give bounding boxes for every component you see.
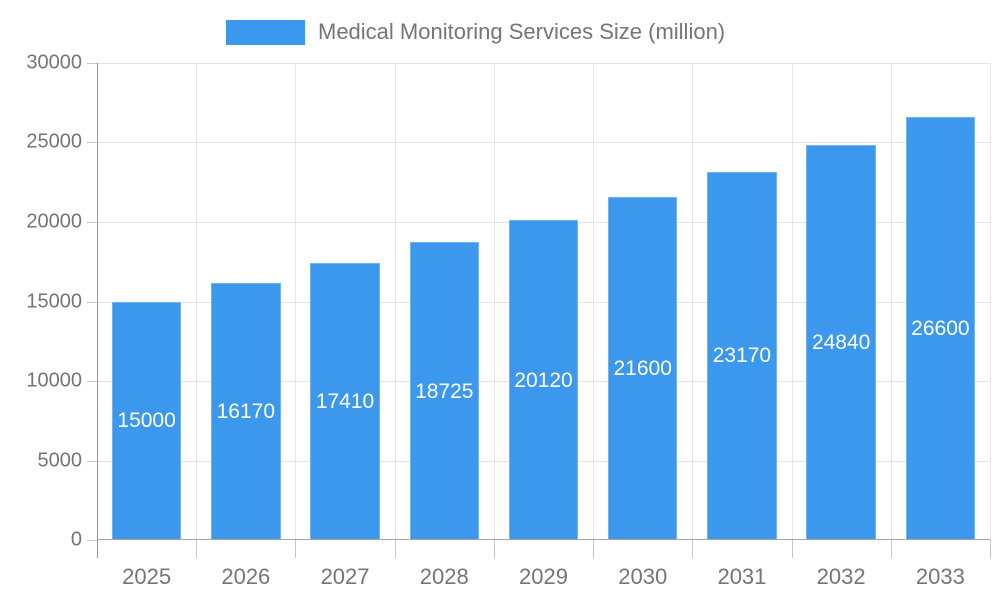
y-axis-tick — [87, 301, 97, 303]
x-axis-category-label: 2031 — [717, 564, 767, 589]
bar-2025[interactable]: 15000 — [111, 301, 182, 540]
bar-2028[interactable]: 18725 — [409, 242, 479, 540]
x-axis-tick — [493, 540, 495, 558]
legend-item[interactable]: Medical Monitoring Services Size (millio… — [226, 19, 725, 45]
bar-value-label: 15000 — [117, 409, 176, 433]
y-axis-tick-label: 15000 — [26, 290, 82, 312]
bar-2026[interactable]: 16170 — [211, 282, 281, 540]
gridline-vertical — [295, 63, 297, 540]
y-axis-tick — [87, 142, 97, 144]
y-axis-tick-label: 0 — [70, 528, 82, 551]
y-axis-tick — [87, 460, 97, 462]
bar-value-label: 26600 — [911, 317, 970, 341]
bar-value-label: 20120 — [514, 368, 573, 392]
gridline-vertical — [593, 63, 595, 540]
x-axis-tick — [990, 540, 991, 558]
x-axis-category-label: 2027 — [320, 564, 370, 589]
gridline-vertical — [394, 63, 396, 540]
gridline-vertical — [692, 63, 694, 540]
bar-2033[interactable]: 26600 — [905, 117, 976, 540]
y-axis-tick-label: 5000 — [37, 449, 83, 471]
plot-area: 0 5000 10000 15000 20000 25000 30000 15000 2025 1… — [26, 52, 991, 589]
bar-2032[interactable]: 24840 — [806, 145, 876, 540]
x-axis-category-label: 2030 — [618, 564, 668, 589]
x-axis-line — [97, 539, 990, 540]
gridline-vertical — [493, 63, 495, 540]
x-axis-tick — [295, 540, 297, 558]
x-axis-category-label: 2033 — [915, 564, 965, 589]
bar-value-label: 17410 — [315, 390, 375, 414]
bar-value-label: 24840 — [811, 331, 871, 355]
bar-2030[interactable]: 21600 — [607, 196, 678, 540]
x-axis-tick — [791, 540, 793, 558]
gridline-vertical — [890, 63, 892, 540]
x-axis-category-label: 2032 — [816, 564, 866, 589]
gridline-vertical — [196, 63, 198, 540]
bar-value-label: 23170 — [712, 344, 772, 368]
y-axis-tick-label: 30000 — [26, 51, 82, 74]
gridline-horizontal — [97, 63, 990, 64]
x-axis-category-label: 2028 — [419, 564, 469, 589]
bar-2027[interactable]: 17410 — [310, 263, 380, 540]
y-axis-tick-label: 10000 — [26, 369, 82, 392]
x-axis-category-label: 2026 — [221, 564, 271, 589]
x-axis-tick — [890, 540, 892, 558]
y-axis-tick-label: 20000 — [26, 210, 82, 233]
legend-swatch — [226, 19, 305, 45]
gridline-vertical — [791, 63, 793, 540]
legend-label: Medical Monitoring Services Size (millio… — [318, 19, 726, 44]
bar-value-label: 16170 — [216, 399, 276, 423]
gridline-vertical — [990, 63, 991, 540]
x-axis-category-label: 2029 — [519, 564, 568, 589]
x-axis-category-label: 2025 — [122, 564, 172, 589]
y-axis-line — [97, 63, 98, 558]
x-axis-tick — [394, 540, 396, 558]
bar-value-label: 21600 — [613, 356, 672, 380]
y-axis-tick — [87, 540, 97, 541]
y-axis-tick-label: 25000 — [26, 130, 82, 153]
bar-value-label: 18725 — [415, 379, 474, 403]
y-axis-tick — [87, 221, 97, 223]
y-axis-tick — [87, 380, 97, 382]
x-axis-tick — [593, 540, 595, 558]
gridline-horizontal — [97, 142, 990, 144]
bar-2031[interactable]: 23170 — [707, 171, 777, 540]
y-axis-tick — [87, 63, 97, 64]
x-axis-tick — [196, 540, 198, 558]
x-axis-tick — [692, 540, 694, 558]
bar-2029[interactable]: 20120 — [508, 220, 579, 540]
